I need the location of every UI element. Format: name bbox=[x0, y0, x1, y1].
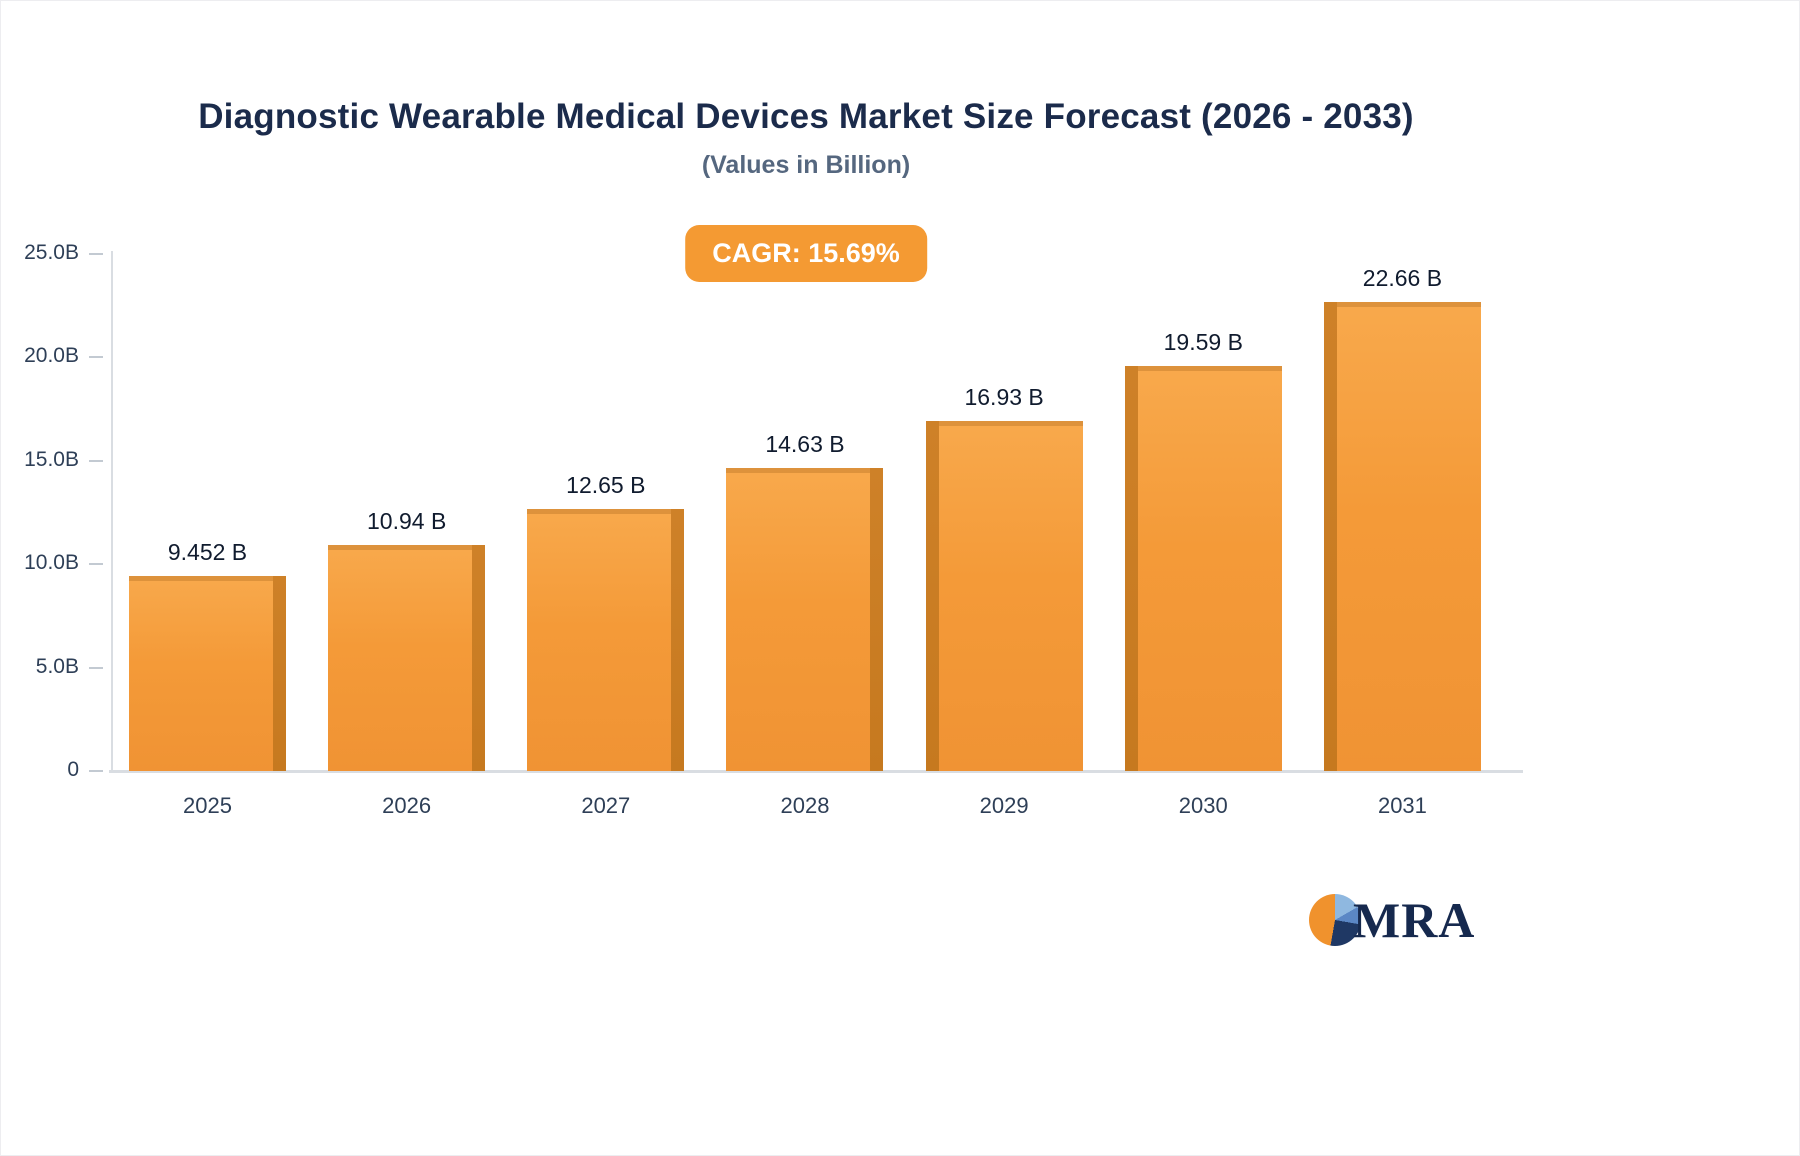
x-axis-label: 2028 bbox=[780, 793, 830, 818]
bar-2025: 9.452 B bbox=[129, 539, 286, 771]
pie-chart-logo-icon bbox=[1309, 894, 1361, 946]
bar-2031: 22.66 B bbox=[1323, 265, 1481, 771]
bar-2027: 12.65 B bbox=[527, 472, 685, 771]
y-axis-tick-label: 20.0B bbox=[24, 344, 79, 368]
bar-cell-2029: 16.93 B 2029 bbox=[925, 254, 1083, 818]
bar-value-label: 19.59 B bbox=[1163, 329, 1243, 355]
bar-cell-2025: 9.452 B 2025 bbox=[129, 254, 286, 818]
y-axis-tick-label: 0 bbox=[67, 758, 79, 781]
bar-cell-2027: 12.65 B 2027 bbox=[527, 254, 685, 818]
x-axis-label: 2029 bbox=[979, 793, 1029, 818]
bar-side-shade bbox=[1323, 302, 1337, 771]
y-axis-tick-label: 10.0B bbox=[24, 551, 79, 575]
bar-side-shade bbox=[472, 545, 486, 771]
bar-side-shade bbox=[925, 421, 939, 771]
x-axis-label: 2025 bbox=[183, 793, 232, 818]
y-axis-tick-mark bbox=[89, 253, 103, 255]
y-axis-tick-label: 15.0B bbox=[24, 447, 79, 471]
bar-value-label: 12.65 B bbox=[566, 472, 646, 498]
x-axis-label: 2031 bbox=[1377, 793, 1427, 818]
bar-side-shade bbox=[273, 576, 286, 771]
chart-subtitle: (Values in Billion) bbox=[701, 151, 911, 179]
brand-logo: MRA bbox=[1309, 894, 1475, 946]
y-axis-tick-mark bbox=[89, 563, 103, 566]
x-axis-label: 2026 bbox=[382, 793, 432, 818]
chart-title: Diagnostic Wearable Medical Devices Mark… bbox=[198, 97, 1414, 136]
bar-cell-2026: 10.94 B 2026 bbox=[328, 254, 486, 818]
y-axis-tick-mark bbox=[89, 459, 103, 462]
y-axis-tick-mark bbox=[89, 666, 103, 669]
bar-cell-2030: 19.59 B 2030 bbox=[1124, 254, 1282, 818]
y-axis-tick-mark bbox=[89, 356, 103, 359]
logo-text: MRA bbox=[1353, 892, 1476, 948]
x-axis-baseline bbox=[109, 770, 1523, 773]
bar-side-shade bbox=[671, 509, 685, 771]
x-axis-label: 2027 bbox=[581, 793, 631, 818]
bar-value-label: 22.66 B bbox=[1362, 265, 1443, 291]
y-axis-line bbox=[111, 251, 113, 772]
bar-value-label: 16.93 B bbox=[964, 384, 1044, 410]
bar-2029: 16.93 B bbox=[925, 384, 1083, 771]
bar-2030: 19.59 B bbox=[1124, 329, 1282, 771]
bar-value-label: 9.452 B bbox=[167, 539, 248, 565]
bar-cell-2028: 14.63 B 2028 bbox=[726, 254, 884, 818]
x-axis-label: 2030 bbox=[1178, 793, 1228, 818]
bar-cell-2031: 22.66 B 2031 bbox=[1323, 254, 1481, 818]
y-axis-tick-label: 5.0B bbox=[35, 654, 79, 678]
bar-2028: 14.63 B bbox=[726, 431, 884, 771]
bar-value-label: 14.63 B bbox=[765, 431, 845, 457]
y-axis-tick-label: 25.0B bbox=[24, 241, 79, 264]
cagr-badge: CAGR: 15.69% bbox=[685, 225, 927, 282]
bars: 9.452 B 2025 10.94 B 2026 12.65 B 2027 14.63 B… bbox=[129, 254, 1481, 818]
y-axis-tick-mark bbox=[89, 770, 103, 772]
bar-side-shade bbox=[870, 468, 884, 771]
bar-value-label: 10.94 B bbox=[367, 508, 447, 534]
bar-2026: 10.94 B bbox=[328, 508, 486, 771]
bar-side-shade bbox=[1124, 366, 1138, 771]
